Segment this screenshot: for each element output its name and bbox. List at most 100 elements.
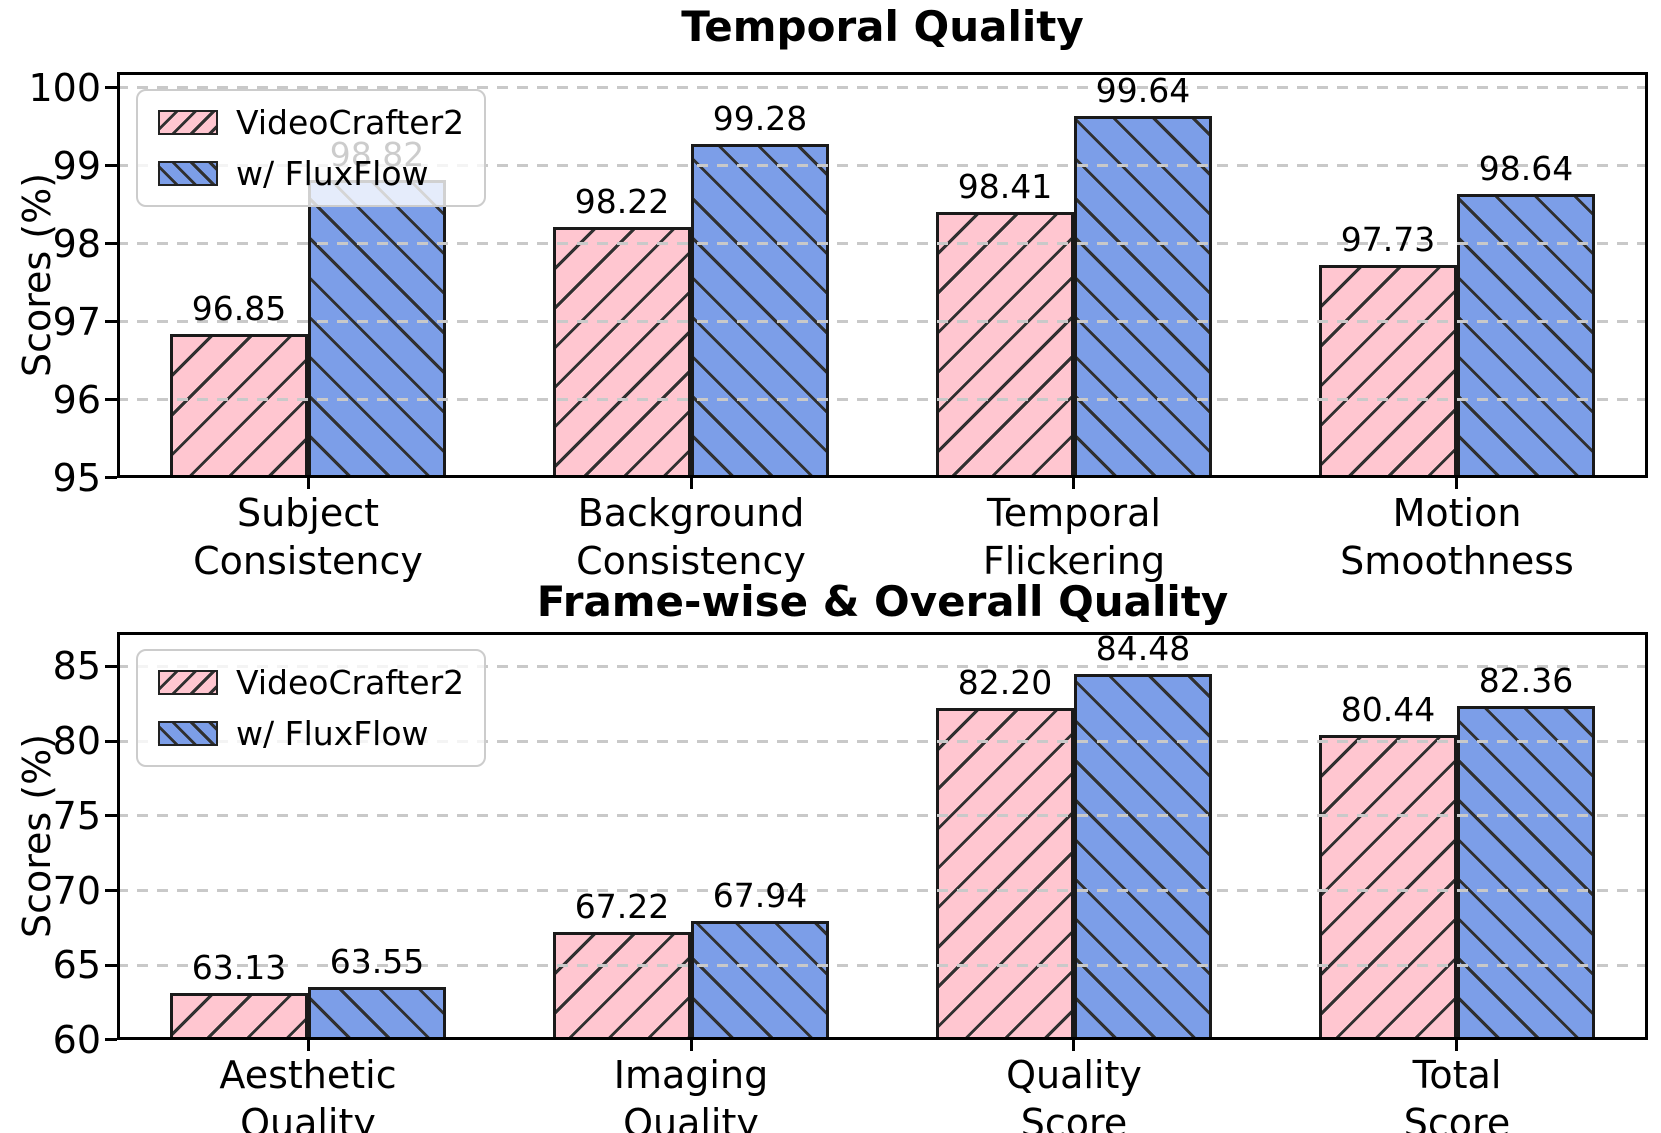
category-label-line: Score	[1403, 1100, 1511, 1133]
bar-value-label: 80.44	[1340, 690, 1436, 729]
bar-fluxflow	[691, 144, 829, 478]
category-label-line: Quality	[240, 1100, 376, 1133]
y-tick-label: 98	[52, 222, 101, 266]
category-label-line: Subject	[236, 491, 380, 535]
category-label-line: Consistency	[193, 538, 423, 583]
y-tick-mark	[105, 889, 117, 892]
plot-area: 63.13 63.55 Aesthetic Quality 67.22 67.94 Imag…	[53, 629, 1648, 1133]
chart-title: Frame-wise & Overall Quality	[536, 577, 1229, 626]
grid-line	[117, 889, 1648, 892]
y-tick-mark	[105, 86, 117, 89]
legend-label: w/ FluxFlow	[236, 153, 429, 193]
category-label-line: Score	[1020, 1100, 1128, 1133]
bar-videocrafter2	[1319, 265, 1457, 478]
bar-videocrafter2	[553, 227, 691, 478]
bar-value-label: 98.22	[574, 182, 670, 221]
x-tick-mark	[1455, 478, 1458, 489]
bar-value-label: 99.64	[1095, 71, 1191, 110]
bar-value-label: 97.73	[1340, 220, 1436, 259]
y-axis-label: Scores (%)	[15, 172, 59, 378]
bar-videocrafter2	[553, 932, 691, 1040]
grid-line	[117, 86, 1648, 89]
bar-value-label: 99.28	[712, 99, 808, 138]
y-tick-label: 70	[52, 869, 101, 913]
grid-line	[117, 320, 1648, 323]
y-tick-mark	[105, 740, 117, 743]
framewise-overall-quality-chart: Frame-wise & Overall Quality Scores (%) …	[0, 577, 1661, 1133]
bar-fluxflow	[1074, 116, 1212, 478]
y-tick-mark	[105, 398, 117, 401]
category-label: Aesthetic Quality	[88, 1052, 528, 1133]
y-tick-mark	[105, 242, 117, 245]
category-label: Quality Score	[854, 1052, 1294, 1133]
fluxflow-swatch	[158, 160, 218, 186]
category-label-line: Quality	[623, 1100, 759, 1133]
x-tick-mark	[690, 1040, 693, 1051]
videocrafter2-swatch	[158, 110, 218, 136]
y-tick-label: 99	[52, 144, 101, 188]
bar-videocrafter2	[1319, 735, 1457, 1040]
y-tick-label: 80	[52, 719, 101, 763]
bar-videocrafter2	[936, 708, 1074, 1040]
y-tick-mark	[105, 164, 117, 167]
category-label-line: Consistency	[576, 538, 806, 583]
grid-line	[117, 164, 1648, 167]
grid-line	[117, 814, 1648, 817]
category-label: Total Score	[1237, 1052, 1661, 1133]
bar-fluxflow	[1074, 674, 1212, 1040]
y-tick-mark	[105, 665, 117, 668]
grid-line	[117, 964, 1648, 967]
legend-label: VideoCrafter2	[236, 663, 465, 702]
category-label: Background Consistency	[471, 490, 911, 586]
category-label: Imaging Quality	[471, 1052, 911, 1133]
x-tick-mark	[1072, 1040, 1075, 1051]
category-label-line: Motion	[1392, 491, 1522, 535]
y-tick-mark	[105, 320, 117, 323]
bar-videocrafter2	[936, 212, 1074, 478]
legend-item-fluxflow: w/ FluxFlow	[158, 154, 464, 194]
y-tick-mark	[105, 814, 117, 817]
x-tick-mark	[307, 478, 310, 489]
bar-value-label: 98.41	[957, 167, 1053, 206]
category-label: Subject Consistency	[88, 490, 528, 586]
temporal-quality-chart: Temporal Quality Scores (%) 96.8598.82Su…	[15, 2, 1648, 583]
bar-value-label: 67.94	[712, 876, 808, 915]
y-tick-mark	[105, 476, 117, 479]
y-tick-label: 75	[52, 794, 101, 838]
bar-value-label: 82.20	[957, 663, 1053, 702]
category-label-line: Imaging	[613, 1053, 769, 1097]
category-label-line: Quality	[1006, 1053, 1142, 1097]
category-label-line: Flickering	[982, 538, 1166, 583]
plot-area: 96.8598.82SubjectConsistency98.2299.28Ba…	[28, 69, 1648, 583]
category-label-line: Background	[577, 491, 805, 535]
y-tick-mark	[105, 1038, 117, 1041]
bar-fluxflow	[691, 921, 829, 1040]
legend-label: VideoCrafter2	[236, 103, 465, 142]
category-label-line: Smoothness	[1340, 538, 1574, 583]
x-tick-mark	[1455, 1040, 1458, 1051]
bar-value-label: 82.36	[1478, 661, 1574, 700]
bar-value-label: 63.13	[191, 948, 287, 987]
bar-value-label: 84.48	[1095, 629, 1191, 668]
category-label-line: Total	[1412, 1053, 1502, 1097]
grid-line	[117, 398, 1648, 401]
legend: VideoCrafter2 w/ FluxFlow	[136, 649, 487, 768]
category-label-line: Aesthetic	[219, 1053, 397, 1097]
category-label-line: Temporal	[987, 491, 1161, 535]
bar-fluxflow	[308, 180, 446, 478]
bar-value-label: 67.22	[574, 887, 670, 926]
bar-fluxflow	[1457, 194, 1595, 478]
bar-value-label: 98.64	[1478, 149, 1574, 188]
y-tick-label: 95	[52, 456, 101, 500]
grid-line	[117, 242, 1648, 245]
bar-videocrafter2	[170, 993, 308, 1040]
fluxflow-swatch	[158, 720, 218, 746]
legend: VideoCrafter2 w/ FluxFlow	[136, 89, 487, 208]
y-tick-label: 97	[52, 300, 101, 344]
y-tick-label: 85	[52, 644, 101, 688]
y-tick-label: 96	[52, 378, 101, 422]
grid-line	[117, 740, 1648, 743]
legend-item-videocrafter2: VideoCrafter2	[158, 103, 464, 143]
bar-value-label: 96.85	[191, 289, 287, 328]
